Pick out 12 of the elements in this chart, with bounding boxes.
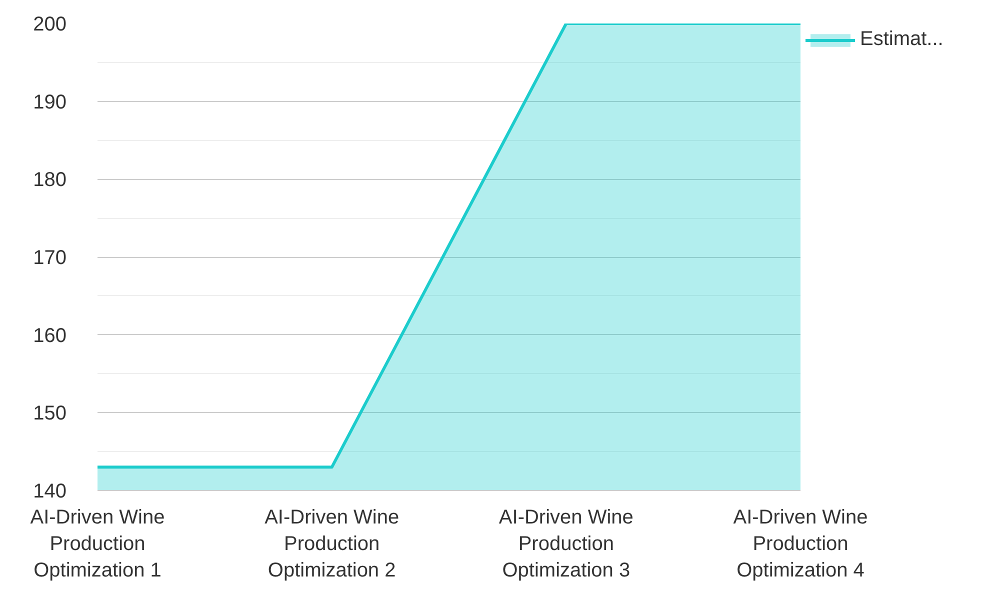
x-tick-label: AI-Driven Wine Production Optimization 1: [30, 506, 165, 582]
y-tick-label: 190: [33, 91, 67, 114]
legend-label: Estimat...: [860, 28, 944, 51]
x-tick-label: AI-Driven Wine Production Optimization 4: [733, 506, 868, 582]
y-tick-label: 160: [33, 324, 67, 347]
y-tick-label: 180: [33, 169, 67, 192]
y-tick-label: 150: [33, 402, 67, 425]
y-tick-label: 170: [33, 247, 67, 269]
x-tick-label: AI-Driven Wine Production Optimization 2: [264, 506, 400, 582]
y-tick-label: 200: [33, 14, 67, 36]
y-tick-label: 140: [33, 480, 67, 502]
x-tick-label: AI-Driven Wine Production Optimization 3: [498, 506, 634, 582]
